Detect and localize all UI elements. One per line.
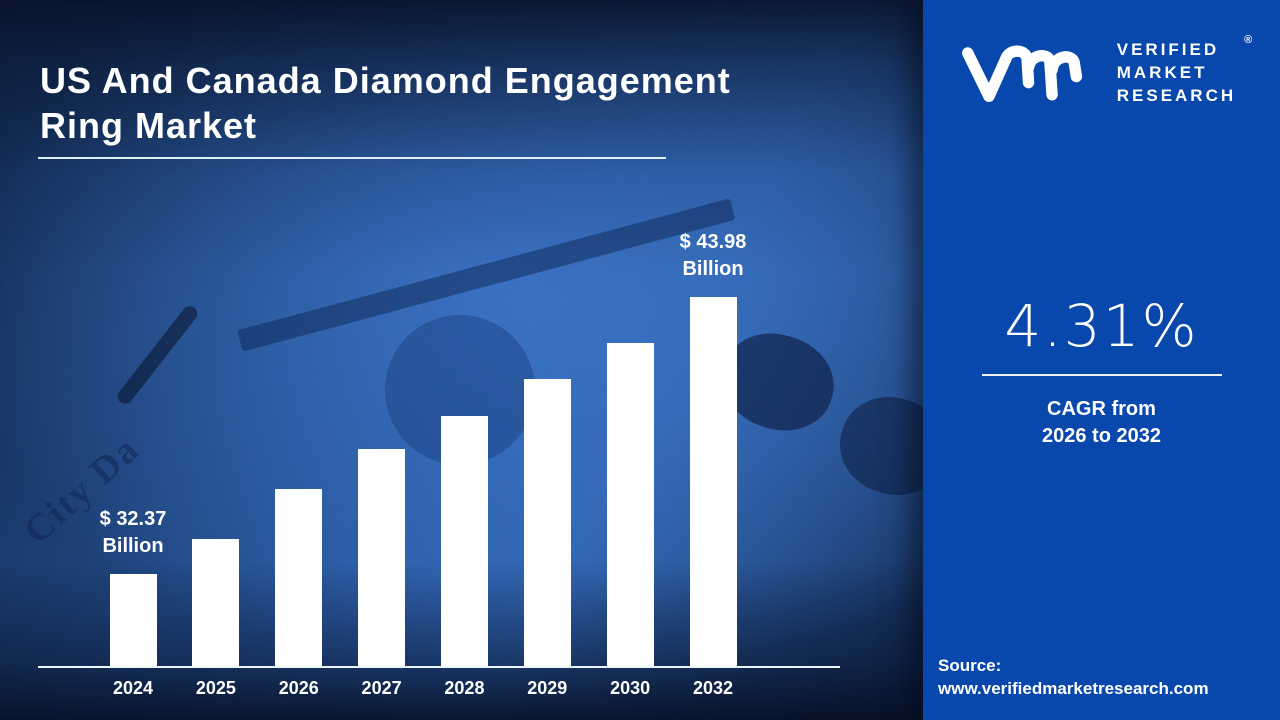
vmr-monogram-icon [961, 45, 1082, 103]
bar-2024 [109, 574, 157, 666]
chart-section: City Da US And Canada Diamond Engagement… [0, 0, 923, 720]
cagr-divider [981, 374, 1222, 376]
x-tick-label-2027: 2027 [361, 678, 402, 698]
bar-2025 [192, 539, 240, 666]
bar-2032 [689, 297, 737, 666]
x-tick-label-2024: 2024 [112, 678, 154, 698]
cagr-value: 4.31% [1004, 292, 1199, 360]
registered-trademark-symbol: ® [1244, 34, 1253, 46]
cagr-block: 4.31% CAGR from 2026 to 2032 [923, 296, 1280, 450]
bar-2027 [358, 449, 406, 666]
brand-panel: VERIFIED MARKET RESEARCH ® 4.31% CAGR fr… [923, 0, 1280, 720]
x-tick-label-2029: 2029 [527, 678, 568, 698]
bar-2030 [606, 343, 654, 666]
page-title-line2: Ring Market [40, 105, 258, 146]
x-tick-label-2025: 2025 [195, 678, 236, 698]
bar-2028 [440, 416, 488, 666]
brand-name-line1: VERIFIED [1116, 40, 1220, 59]
value-label-2032-line1: $ 43.98 [679, 231, 747, 253]
brand-name: VERIFIED MARKET RESEARCH [1117, 38, 1236, 107]
cagr-caption-line1: CAGR from [1047, 398, 1156, 420]
photo-sunglasses-lens-right [827, 383, 923, 509]
x-tick-label-2026: 2026 [278, 678, 319, 698]
x-tick-label-2032: 2032 [692, 678, 734, 698]
value-label-2024-line2: Billion [102, 535, 164, 557]
x-tick-label-2028: 2028 [444, 678, 485, 698]
value-label-2032-line2: Billion [682, 258, 744, 280]
x-axis-line [38, 666, 840, 668]
value-label-2024-line1: $ 32.37 [99, 508, 167, 530]
cagr-caption-line2: 2026 to 2032 [1042, 425, 1161, 447]
value-label-2032: $ 43.98 Billion [680, 229, 747, 283]
value-label-2024: $ 32.37 Billion [100, 506, 167, 560]
source-url[interactable]: www.verifiedmarketresearch.com [938, 679, 1209, 698]
bar-2026 [275, 489, 323, 666]
source-label: Source: [938, 656, 1002, 675]
brand-name-line3: RESEARCH [1116, 86, 1237, 105]
brand-logo: VERIFIED MARKET RESEARCH ® [923, 32, 1280, 110]
x-tick-label-2030: 2030 [610, 678, 651, 698]
bar-chart: 2024 2025 2026 2027 2028 2029 2030 2032 $ 32.37 B… [38, 231, 840, 698]
brand-name-line2: MARKET [1116, 63, 1208, 82]
title-underline [38, 157, 666, 159]
cagr-caption: CAGR from 2026 to 2032 [923, 396, 1280, 450]
bar-2029 [523, 379, 571, 666]
page-title-line1: US And Canada Diamond Engagement [40, 60, 731, 101]
source-block: Source: www.verifiedmarketresearch.com [938, 654, 1209, 700]
page-title: US And Canada Diamond Engagement Ring Ma… [40, 58, 860, 148]
